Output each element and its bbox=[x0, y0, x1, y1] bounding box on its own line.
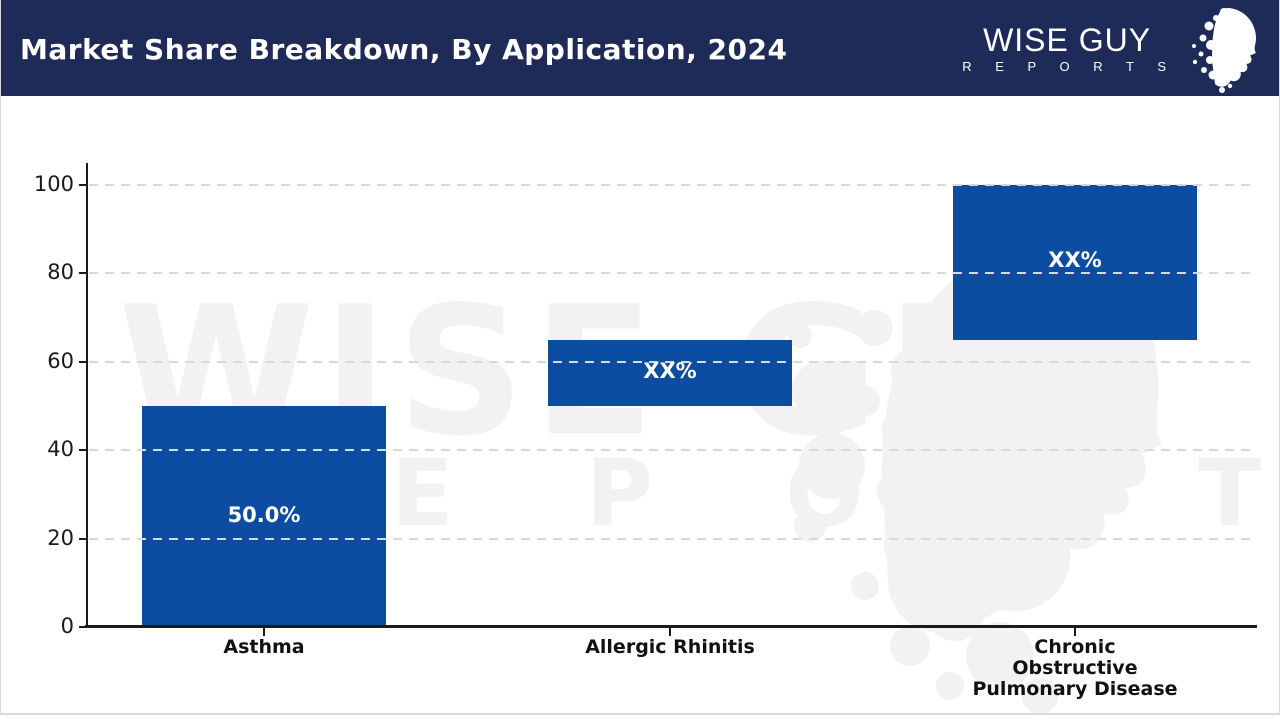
x-axis-category-label-asthma: Asthma bbox=[223, 636, 305, 658]
wiseguy-head-icon bbox=[1192, 7, 1256, 93]
x-axis-tick-chronic-obstructive-pulmonary-disease bbox=[1074, 628, 1076, 636]
y-axis-tick-20 bbox=[79, 537, 87, 540]
y-axis-tick-60 bbox=[79, 360, 87, 363]
y-axis-tick-label-40: 40 bbox=[47, 437, 74, 462]
y-axis-tick-80 bbox=[79, 272, 87, 275]
bar-value-label-allergic-rhinitis: XX% bbox=[643, 358, 697, 383]
y-axis-tick-0 bbox=[79, 626, 87, 628]
chart-canvas: WISE GUY R E P O R T S 02040608010050.0%… bbox=[0, 96, 1280, 714]
gridline-80 bbox=[89, 272, 1256, 275]
y-axis-tick-label-80: 80 bbox=[47, 260, 74, 285]
gridline-100 bbox=[89, 184, 1256, 186]
gridline-40 bbox=[89, 449, 1256, 452]
page-title: Market Share Breakdown, By Application, … bbox=[20, 33, 788, 66]
gridline-20 bbox=[89, 537, 1256, 540]
bar-value-label-asthma: 50.0% bbox=[227, 502, 301, 527]
x-axis-category-label-allergic-rhinitis: Allergic Rhinitis bbox=[585, 636, 755, 658]
y-axis-tick-label-100: 100 bbox=[33, 172, 74, 196]
bar-asthma bbox=[142, 406, 386, 627]
y-axis-tick-label-20: 20 bbox=[47, 525, 74, 550]
header-bar: Market Share Breakdown, By Application, … bbox=[0, 0, 1280, 96]
y-axis-tick-label-60: 60 bbox=[47, 348, 74, 373]
logo-wordmark: WISE GUY bbox=[983, 21, 1152, 58]
wiseguy-logo: WISE GUY R E P O R T S bbox=[958, 0, 1266, 96]
bar-value-label-chronic-obstructive-pulmonary-disease: XX% bbox=[1048, 248, 1102, 273]
y-axis-tick-100 bbox=[79, 184, 87, 186]
x-axis-tick-asthma bbox=[263, 628, 265, 636]
gridline-60 bbox=[89, 360, 1256, 363]
y-axis-line bbox=[86, 163, 88, 626]
bar-allergic-rhinitis bbox=[548, 339, 792, 406]
y-axis-tick-40 bbox=[79, 449, 87, 452]
x-axis-category-label-chronic-obstructive-pulmonary-disease: Chronic Obstructive Pulmonary Disease bbox=[972, 636, 1178, 700]
x-axis-tick-allergic-rhinitis bbox=[669, 628, 671, 636]
x-axis-line bbox=[85, 625, 1257, 628]
logo-subtitle: R E P O R T S bbox=[962, 58, 1176, 74]
y-axis-tick-label-0: 0 bbox=[60, 614, 74, 638]
